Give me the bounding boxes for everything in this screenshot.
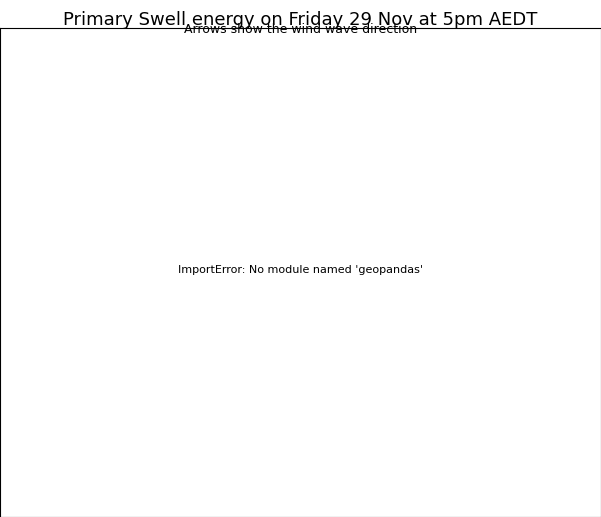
Text: Primary Swell energy on Friday 29 Nov at 5pm AEDT: Primary Swell energy on Friday 29 Nov at… [63,11,538,29]
Text: Arrows show the wind wave direction: Arrows show the wind wave direction [184,23,417,36]
Text: ImportError: No module named 'geopandas': ImportError: No module named 'geopandas' [178,265,423,275]
